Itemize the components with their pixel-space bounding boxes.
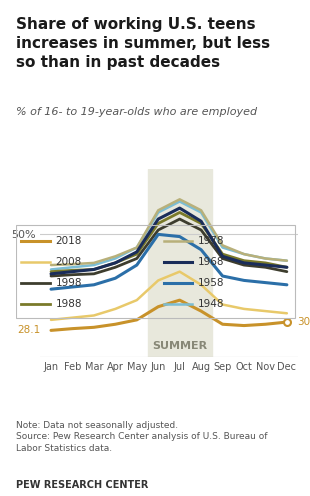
Bar (148, 169, 212, 357)
Text: 2018: 2018 (55, 236, 82, 246)
Text: SUMMER: SUMMER (152, 341, 207, 351)
Text: 30.0: 30.0 (298, 317, 310, 327)
Text: Note: Data not seasonally adjusted.
Source: Pew Research Center analysis of U.S.: Note: Data not seasonally adjusted. Sour… (16, 421, 267, 453)
Text: % of 16- to 19-year-olds who are employed: % of 16- to 19-year-olds who are employe… (16, 107, 257, 117)
Text: 1988: 1988 (55, 300, 82, 310)
Text: 1968: 1968 (198, 257, 224, 267)
Text: 1998: 1998 (55, 278, 82, 288)
Text: Share of working U.S. teens
increases in summer, but less
so than in past decade: Share of working U.S. teens increases in… (16, 17, 270, 69)
Text: 1958: 1958 (198, 278, 224, 288)
Text: 1978: 1978 (198, 236, 224, 246)
Text: 28.1: 28.1 (17, 325, 40, 335)
Text: 2008: 2008 (55, 257, 82, 267)
Text: 1948: 1948 (198, 300, 224, 310)
Text: PEW RESEARCH CENTER: PEW RESEARCH CENTER (16, 480, 148, 490)
